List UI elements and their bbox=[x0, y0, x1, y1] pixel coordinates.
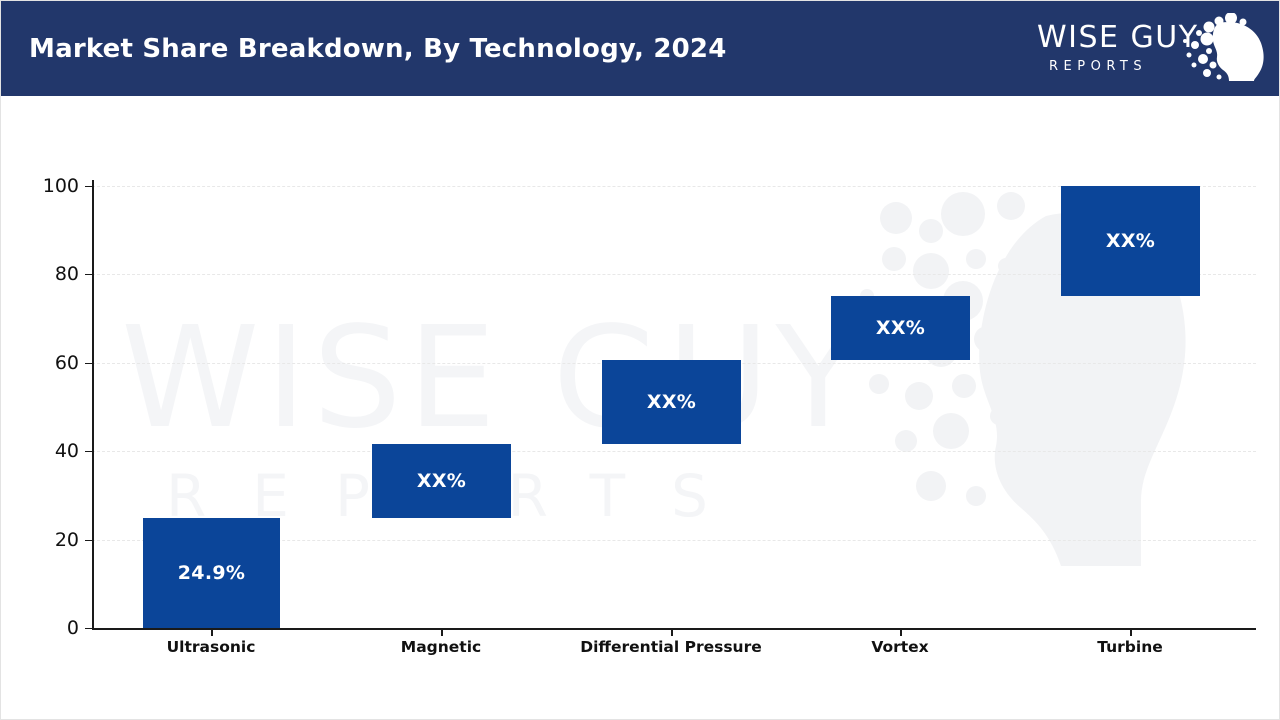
x-tick-ultrasonic bbox=[211, 628, 213, 636]
x-tick-vortex bbox=[900, 628, 902, 636]
x-axis-label-vortex: Vortex bbox=[871, 638, 929, 656]
wise-guy-reports-logo: WISE GUY REPORTS bbox=[1023, 13, 1273, 85]
x-tick-magnetic bbox=[441, 628, 443, 636]
y-tick-label-20: 20 bbox=[54, 529, 79, 551]
y-tick-label-40: 40 bbox=[54, 440, 79, 462]
y-tick-80 bbox=[85, 274, 93, 275]
bar-ultrasonic[interactable]: 24.9% bbox=[143, 518, 280, 628]
y-tick-60 bbox=[85, 363, 93, 364]
bar-magnetic[interactable]: XX% bbox=[372, 444, 511, 518]
bar-turbine[interactable]: XX% bbox=[1061, 186, 1200, 296]
bar-label-vortex: XX% bbox=[875, 317, 926, 339]
bar-vortex[interactable]: XX% bbox=[831, 296, 970, 360]
bar-label-differential-pressure: XX% bbox=[646, 391, 697, 413]
chart-header: Market Share Breakdown, By Technology, 2… bbox=[1, 1, 1279, 96]
x-axis-line bbox=[92, 628, 1256, 630]
y-tick-20 bbox=[85, 540, 93, 541]
svg-text:REPORTS: REPORTS bbox=[1049, 59, 1147, 74]
x-tick-turbine bbox=[1130, 628, 1132, 636]
gridline-40 bbox=[92, 451, 1256, 452]
gridline-100 bbox=[92, 186, 1256, 187]
x-axis-label-magnetic: Magnetic bbox=[400, 638, 482, 656]
y-tick-0 bbox=[85, 628, 93, 629]
x-axis-label-turbine: Turbine bbox=[1097, 638, 1163, 656]
x-axis-label-ultrasonic: Ultrasonic bbox=[166, 638, 256, 656]
x-tick-differential-pressure bbox=[671, 628, 673, 636]
y-tick-label-80: 80 bbox=[54, 263, 79, 285]
page-title: Market Share Breakdown, By Technology, 2… bbox=[29, 33, 727, 64]
bar-label-magnetic: XX% bbox=[416, 470, 467, 492]
y-tick-40 bbox=[85, 451, 93, 452]
y-tick-label-60: 60 bbox=[54, 352, 79, 374]
gridline-20 bbox=[92, 540, 1256, 541]
x-axis-label-differential-pressure: Differential Pressure bbox=[580, 638, 762, 656]
y-tick-label-100: 100 bbox=[42, 175, 79, 197]
svg-text:WISE GUY: WISE GUY bbox=[1037, 20, 1199, 55]
bar-label-turbine: XX% bbox=[1105, 230, 1156, 252]
bar-differential-pressure[interactable]: XX% bbox=[602, 360, 741, 444]
y-tick-label-0: 0 bbox=[66, 617, 79, 639]
plot-area: WISE GUY REPORTS bbox=[1, 96, 1279, 719]
gridline-80 bbox=[92, 274, 1256, 275]
svg-text:WISE GUY: WISE GUY bbox=[121, 297, 867, 460]
bar-label-ultrasonic: 24.9% bbox=[177, 562, 246, 584]
y-axis-line bbox=[92, 180, 94, 628]
y-tick-100 bbox=[85, 186, 93, 187]
